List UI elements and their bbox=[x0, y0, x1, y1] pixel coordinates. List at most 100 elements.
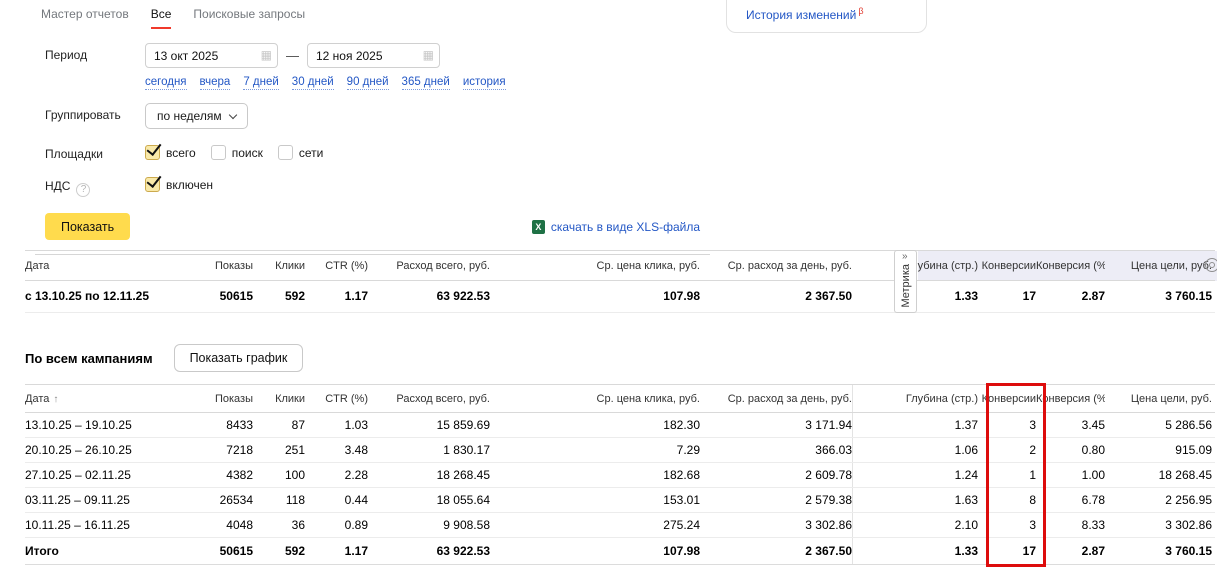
cell: 3 760.15 bbox=[1165, 289, 1212, 303]
cell: 18 055.64 bbox=[436, 493, 490, 507]
column-header-ctr[interactable]: CTR (%) bbox=[325, 393, 368, 405]
cell: 8 bbox=[1029, 493, 1036, 507]
cell: 2.28 bbox=[344, 468, 368, 482]
settings-icon[interactable] bbox=[1205, 258, 1217, 272]
tab-search-queries[interactable]: Поисковые запросы bbox=[193, 7, 306, 21]
quick-ranges: сегодня вчера 7 дней 30 дней 90 дней 365… bbox=[145, 76, 700, 90]
cell: 1.06 bbox=[852, 438, 978, 462]
history-link[interactable]: История изменений β bbox=[746, 6, 864, 22]
grouping-label: Группировать bbox=[45, 108, 121, 122]
cell: 3 bbox=[1029, 518, 1036, 532]
show-chart-button[interactable]: Показать график bbox=[173, 344, 304, 372]
quick-range-today[interactable]: сегодня bbox=[145, 76, 187, 90]
campaigns-section-header: По всем кампаниям Показать график bbox=[25, 344, 304, 372]
tab-all[interactable]: Все bbox=[150, 7, 172, 29]
show-button[interactable]: Показать bbox=[45, 213, 131, 240]
summary-table-header: Дата Показы Клики CTR (%) Расход всего, … bbox=[25, 250, 1215, 281]
cell: 17 bbox=[1022, 289, 1036, 303]
cell: 2 367.50 bbox=[805, 544, 852, 558]
cell: 100 bbox=[284, 468, 305, 482]
column-header-avg-daily-cost[interactable]: Ср. расход за день, руб. bbox=[727, 393, 852, 405]
checkbox-unchecked-icon bbox=[277, 145, 293, 160]
table-row: 27.10.25 – 02.11.25 4382 100 2.28 18 268… bbox=[25, 463, 1215, 488]
sort-asc-icon bbox=[49, 393, 58, 405]
quick-range-365-days[interactable]: 365 дней bbox=[401, 76, 450, 90]
column-header-clicks[interactable]: Клики bbox=[275, 393, 305, 405]
cell: 366.03 bbox=[815, 443, 852, 457]
platform-checkbox-networks[interactable]: сети bbox=[277, 145, 323, 160]
date-to-input[interactable] bbox=[307, 43, 440, 68]
table-row: 10.11.25 – 16.11.25 4048 36 0.89 9 908.5… bbox=[25, 513, 1215, 538]
help-icon[interactable] bbox=[76, 183, 91, 197]
summary-table: Дата Показы Клики CTR (%) Расход всего, … bbox=[25, 250, 1215, 313]
quick-range-7-days[interactable]: 7 дней bbox=[243, 76, 279, 90]
column-header-avg-cpc[interactable]: Ср. цена клика, руб. bbox=[596, 393, 700, 405]
cell: 1.17 bbox=[344, 544, 368, 558]
column-header-date-sortable[interactable]: Дата bbox=[25, 385, 203, 412]
cell: 1 830.17 bbox=[443, 443, 490, 457]
column-header-date: Дата bbox=[25, 260, 50, 272]
cell: 3 302.86 bbox=[805, 518, 852, 532]
quick-range-30-days[interactable]: 30 дней bbox=[291, 76, 334, 90]
cell: 1.63 bbox=[852, 488, 978, 512]
column-header-conversions: Конверсии bbox=[981, 260, 1036, 272]
cell: 5 286.56 bbox=[1165, 418, 1212, 432]
table-row: 20.10.25 – 26.10.25 7218 251 3.48 1 830.… bbox=[25, 438, 1215, 463]
quick-range-90-days[interactable]: 90 дней bbox=[346, 76, 389, 90]
cell: 18 268.45 bbox=[1158, 468, 1212, 482]
quick-range-yesterday[interactable]: вчера bbox=[199, 76, 231, 90]
tab-report-wizard[interactable]: Мастер отчетов bbox=[41, 7, 129, 21]
campaigns-table: Дата Показы Клики CTR (%) Расход всего, … bbox=[25, 384, 1215, 565]
date-from-input[interactable] bbox=[145, 43, 278, 68]
cell: 153.01 bbox=[663, 493, 700, 507]
cell: 7218 bbox=[226, 443, 253, 457]
platform-checkbox-search[interactable]: поиск bbox=[210, 145, 263, 160]
grouping-select[interactable]: по неделям bbox=[145, 103, 248, 129]
cell: 50615 bbox=[219, 544, 253, 558]
cell: 592 bbox=[284, 289, 305, 303]
cell: 26534 bbox=[219, 493, 253, 507]
cell: 7.29 bbox=[676, 443, 700, 457]
cell: 15 859.69 bbox=[436, 418, 490, 432]
cell: 1.33 bbox=[852, 538, 978, 564]
period-label: Период bbox=[45, 48, 88, 62]
column-header-conversions[interactable]: Конверсии bbox=[981, 393, 1036, 405]
vat-included-label: включен bbox=[166, 177, 214, 192]
cell-date: 20.10.25 – 26.10.25 bbox=[25, 443, 132, 457]
cell-date: с 13.10.25 по 12.11.25 bbox=[25, 289, 150, 303]
platform-total-label: всего bbox=[166, 145, 196, 160]
column-header-total-cost[interactable]: Расход всего, руб. bbox=[396, 393, 490, 405]
date-to-wrap bbox=[307, 43, 440, 68]
platform-checkbox-total[interactable]: всего bbox=[145, 145, 196, 160]
metrika-tab-label: Метрика bbox=[899, 264, 912, 308]
cell: 2.10 bbox=[852, 513, 978, 537]
cell: 2 bbox=[1029, 443, 1036, 457]
cell: 87 bbox=[291, 418, 305, 432]
cell: 107.98 bbox=[663, 289, 700, 303]
column-header-impressions[interactable]: Показы bbox=[214, 393, 253, 405]
cell: 107.98 bbox=[663, 544, 700, 558]
cell: 182.30 bbox=[663, 418, 700, 432]
download-xls-link[interactable]: скачать в виде XLS-файла bbox=[531, 219, 700, 234]
calendar-icon[interactable] bbox=[261, 48, 272, 62]
history-card: История изменений β bbox=[726, 0, 927, 33]
column-header-depth[interactable]: Глубина (стр.) bbox=[852, 385, 978, 412]
cell: 8.33 bbox=[1081, 518, 1105, 532]
tab-metrika[interactable]: Метрика bbox=[894, 250, 917, 313]
column-header-conversion-rate[interactable]: Конверсия (%) bbox=[1036, 393, 1105, 405]
vat-label: НДС bbox=[45, 174, 145, 197]
column-header-conversion-rate: Конверсия (%) bbox=[1036, 260, 1105, 272]
cell: 0.80 bbox=[1081, 443, 1105, 457]
column-header-ctr: CTR (%) bbox=[325, 260, 368, 272]
quick-range-history[interactable]: история bbox=[462, 76, 506, 90]
vat-checkbox[interactable]: включен bbox=[145, 177, 213, 192]
date-range-dash: — bbox=[286, 48, 299, 63]
column-header-avg-cpc: Ср. цена клика, руб. bbox=[596, 260, 700, 272]
cell: 0.44 bbox=[344, 493, 368, 507]
calendar-icon[interactable] bbox=[423, 48, 434, 62]
column-header-goal-cost[interactable]: Цена цели, руб. bbox=[1130, 393, 1212, 405]
cell: 4048 bbox=[226, 518, 253, 532]
cell: 1 bbox=[1029, 468, 1036, 482]
metrika-columns-background bbox=[918, 251, 1217, 281]
